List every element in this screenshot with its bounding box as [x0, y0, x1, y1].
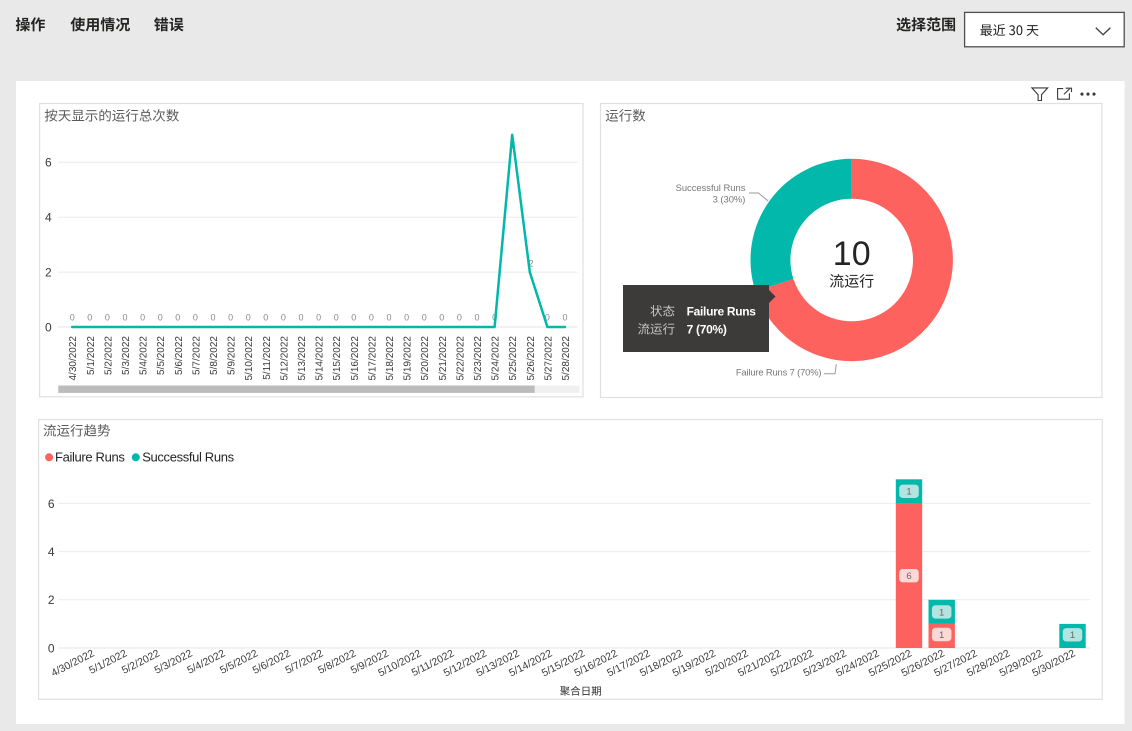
- svg-text:0: 0: [474, 312, 479, 322]
- svg-text:0: 0: [45, 320, 52, 334]
- svg-text:4: 4: [48, 545, 55, 559]
- svg-text:1: 1: [939, 607, 944, 618]
- svg-text:5/23/2022: 5/23/2022: [473, 336, 484, 381]
- svg-text:0: 0: [439, 312, 444, 322]
- svg-text:5/8/2022: 5/8/2022: [209, 336, 220, 375]
- svg-text:5/17/2022: 5/17/2022: [367, 336, 378, 381]
- svg-text:5/6/2022: 5/6/2022: [174, 336, 185, 375]
- svg-text:5/21/2022: 5/21/2022: [438, 336, 449, 381]
- svg-text:5/25/2022: 5/25/2022: [508, 336, 519, 381]
- svg-text:0: 0: [87, 312, 92, 322]
- svg-text:Successful Runs: Successful Runs: [142, 450, 234, 465]
- svg-text:5/3/2022: 5/3/2022: [121, 336, 132, 375]
- svg-text:1: 1: [939, 630, 944, 641]
- svg-text:1: 1: [906, 487, 911, 498]
- svg-text:5/20/2022: 5/20/2022: [420, 336, 431, 381]
- svg-text:5/22/2022: 5/22/2022: [455, 336, 466, 381]
- svg-text:0: 0: [263, 312, 268, 322]
- svg-text:6: 6: [48, 497, 55, 511]
- svg-text:2: 2: [45, 266, 52, 280]
- svg-text:5/12/2022: 5/12/2022: [279, 336, 290, 381]
- svg-text:5/7/2022: 5/7/2022: [191, 336, 202, 375]
- svg-text:0: 0: [422, 312, 427, 322]
- svg-text:0: 0: [545, 312, 550, 322]
- svg-text:0: 0: [122, 312, 127, 322]
- svg-text:0: 0: [140, 312, 145, 322]
- svg-text:7 (70%): 7 (70%): [687, 323, 727, 337]
- svg-text:0: 0: [457, 312, 462, 322]
- svg-text:Failure Runs 7 (70%): Failure Runs 7 (70%): [736, 366, 822, 377]
- svg-text:0: 0: [334, 312, 339, 322]
- svg-text:Failure Runs: Failure Runs: [55, 450, 125, 465]
- svg-text:5/9/2022: 5/9/2022: [227, 336, 238, 375]
- svg-text:0: 0: [210, 312, 215, 322]
- svg-text:0: 0: [404, 312, 409, 322]
- svg-text:0: 0: [562, 312, 567, 322]
- svg-text:0: 0: [351, 312, 356, 322]
- svg-text:3 (30%): 3 (30%): [713, 193, 746, 204]
- svg-text:0: 0: [386, 312, 391, 322]
- svg-text:0: 0: [105, 312, 110, 322]
- svg-text:5/27/2022: 5/27/2022: [543, 336, 554, 381]
- svg-text:5/24/2022: 5/24/2022: [491, 336, 502, 381]
- svg-text:4/30/2022: 4/30/2022: [68, 336, 79, 381]
- svg-text:5/5/2022: 5/5/2022: [156, 336, 167, 375]
- svg-text:5/16/2022: 5/16/2022: [350, 336, 361, 381]
- svg-text:4: 4: [45, 211, 52, 225]
- svg-text:0: 0: [70, 312, 75, 322]
- svg-text:2: 2: [48, 593, 55, 607]
- svg-text:5/4/2022: 5/4/2022: [139, 336, 150, 375]
- svg-text:6: 6: [906, 571, 911, 582]
- svg-text:0: 0: [298, 312, 303, 322]
- svg-text:10: 10: [833, 235, 871, 273]
- svg-text:5/11/2022: 5/11/2022: [262, 336, 273, 380]
- svg-text:0: 0: [193, 312, 198, 322]
- svg-text:5/26/2022: 5/26/2022: [526, 336, 537, 381]
- svg-text:0: 0: [158, 312, 163, 322]
- svg-text:0: 0: [246, 312, 251, 322]
- svg-text:0: 0: [369, 312, 374, 322]
- svg-text:0: 0: [175, 312, 180, 322]
- svg-text:5/10/2022: 5/10/2022: [244, 336, 255, 381]
- svg-text:5/2/2022: 5/2/2022: [103, 336, 114, 375]
- svg-text:0: 0: [316, 312, 321, 322]
- svg-text:5/19/2022: 5/19/2022: [403, 336, 414, 381]
- svg-text:5/1/2022: 5/1/2022: [86, 336, 97, 375]
- svg-text:6: 6: [45, 156, 52, 170]
- svg-text:5/13/2022: 5/13/2022: [297, 336, 308, 381]
- svg-text:5/15/2022: 5/15/2022: [332, 336, 343, 381]
- svg-text:1: 1: [1070, 630, 1075, 641]
- svg-text:Successful Runs: Successful Runs: [676, 182, 746, 193]
- svg-text:2: 2: [528, 258, 533, 268]
- svg-text:0: 0: [281, 312, 286, 322]
- svg-text:5/18/2022: 5/18/2022: [385, 336, 396, 381]
- svg-text:0: 0: [48, 641, 55, 655]
- svg-text:5/28/2022: 5/28/2022: [561, 336, 572, 381]
- svg-text:0: 0: [228, 312, 233, 322]
- svg-text:5/14/2022: 5/14/2022: [315, 336, 326, 381]
- svg-text:Failure Runs: Failure Runs: [687, 305, 757, 319]
